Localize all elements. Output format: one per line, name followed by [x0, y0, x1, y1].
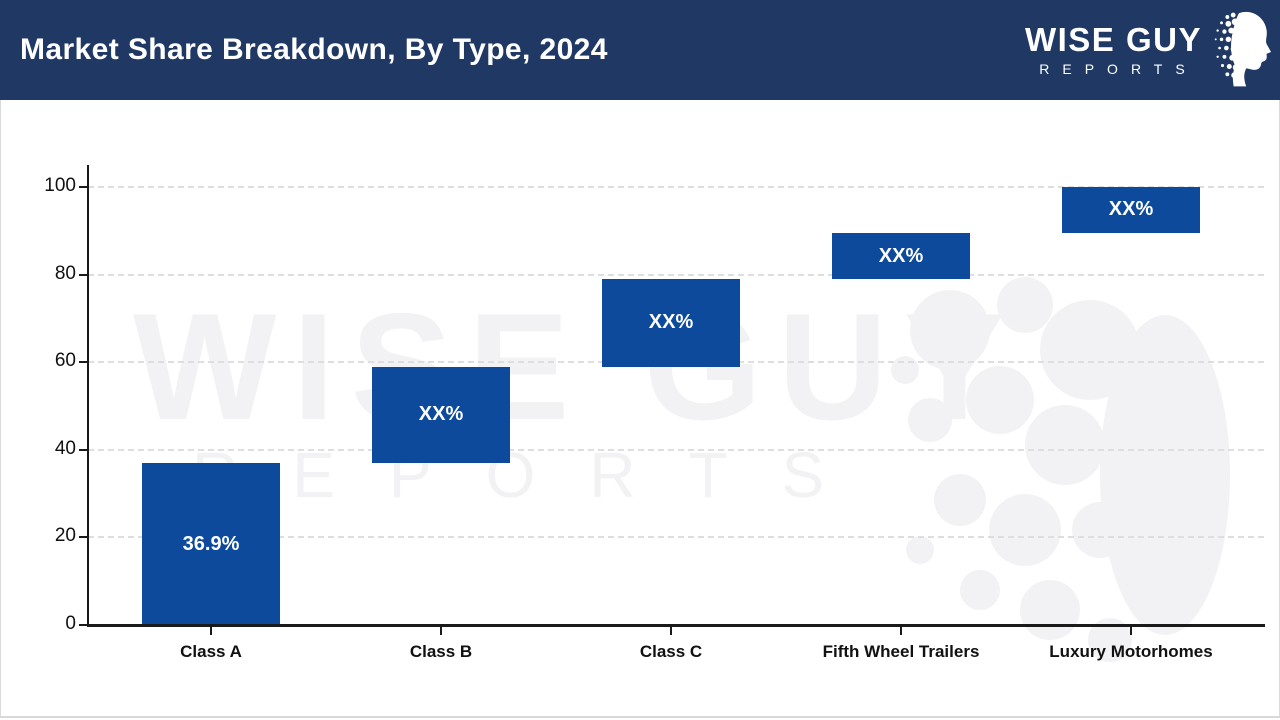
- y-tick-label: 20: [54, 525, 76, 547]
- logo-subtext: REPORTS: [1039, 60, 1198, 77]
- logo-head-icon: [1214, 11, 1272, 87]
- x-tick: [1130, 627, 1132, 635]
- x-tick: [900, 627, 902, 635]
- gridline: [88, 273, 1264, 276]
- y-tick: [79, 273, 87, 276]
- watermark-head-icon: [891, 277, 1230, 662]
- figure-border-bottom: [0, 716, 1280, 718]
- bar-value-label: 36.9%: [182, 532, 240, 555]
- x-tick-label: Fifth Wheel Trailers: [822, 642, 980, 661]
- x-tick-label: Luxury Motorhomes: [1049, 642, 1213, 661]
- header-bar: Market Share Breakdown, By Type, 2024 WI…: [0, 0, 1280, 100]
- y-tick-label: 100: [44, 175, 76, 196]
- bar-value-label: XX%: [648, 311, 694, 334]
- y-tick: [79, 361, 87, 364]
- y-tick-label: 40: [54, 437, 76, 459]
- watermark: WISE GUY REPORTS: [0, 100, 1280, 720]
- bar-value-label: XX%: [878, 244, 924, 267]
- y-tick: [79, 186, 87, 188]
- watermark-wiseguy: WISE GUY: [133, 282, 1022, 452]
- x-tick: [210, 627, 212, 635]
- gridline: [88, 448, 1264, 451]
- bar: XX%: [602, 279, 740, 367]
- gridline: [88, 186, 1264, 188]
- bar: XX%: [832, 232, 970, 280]
- y-tick-label: 60: [54, 350, 76, 372]
- y-tick-label: 80: [54, 262, 76, 284]
- y-axis-line: [87, 165, 89, 627]
- bar: 36.9%: [142, 463, 280, 625]
- y-tick: [79, 536, 87, 539]
- y-tick-label: 0: [65, 613, 76, 634]
- x-tick-label: Class C: [639, 642, 703, 661]
- x-axis-line: [87, 624, 1265, 627]
- chart-title: Market Share Breakdown, By Type, 2024: [20, 33, 608, 66]
- bar: XX%: [1062, 187, 1200, 233]
- x-tick: [440, 627, 442, 635]
- y-tick: [79, 624, 87, 626]
- bar: XX%: [372, 366, 510, 464]
- bar-value-label: XX%: [1108, 198, 1154, 221]
- x-tick-label: Class B: [409, 642, 473, 661]
- x-tick: [670, 627, 672, 635]
- y-tick: [79, 448, 87, 451]
- gridline: [88, 536, 1264, 539]
- logo-wordmark: WISE GUY: [1024, 21, 1202, 59]
- wiseguy-logo: WISE GUY REPORTS: [1025, 4, 1272, 96]
- x-tick-label: Class A: [180, 642, 242, 661]
- figure-border-left: [0, 100, 1, 718]
- bar-value-label: XX%: [418, 403, 464, 426]
